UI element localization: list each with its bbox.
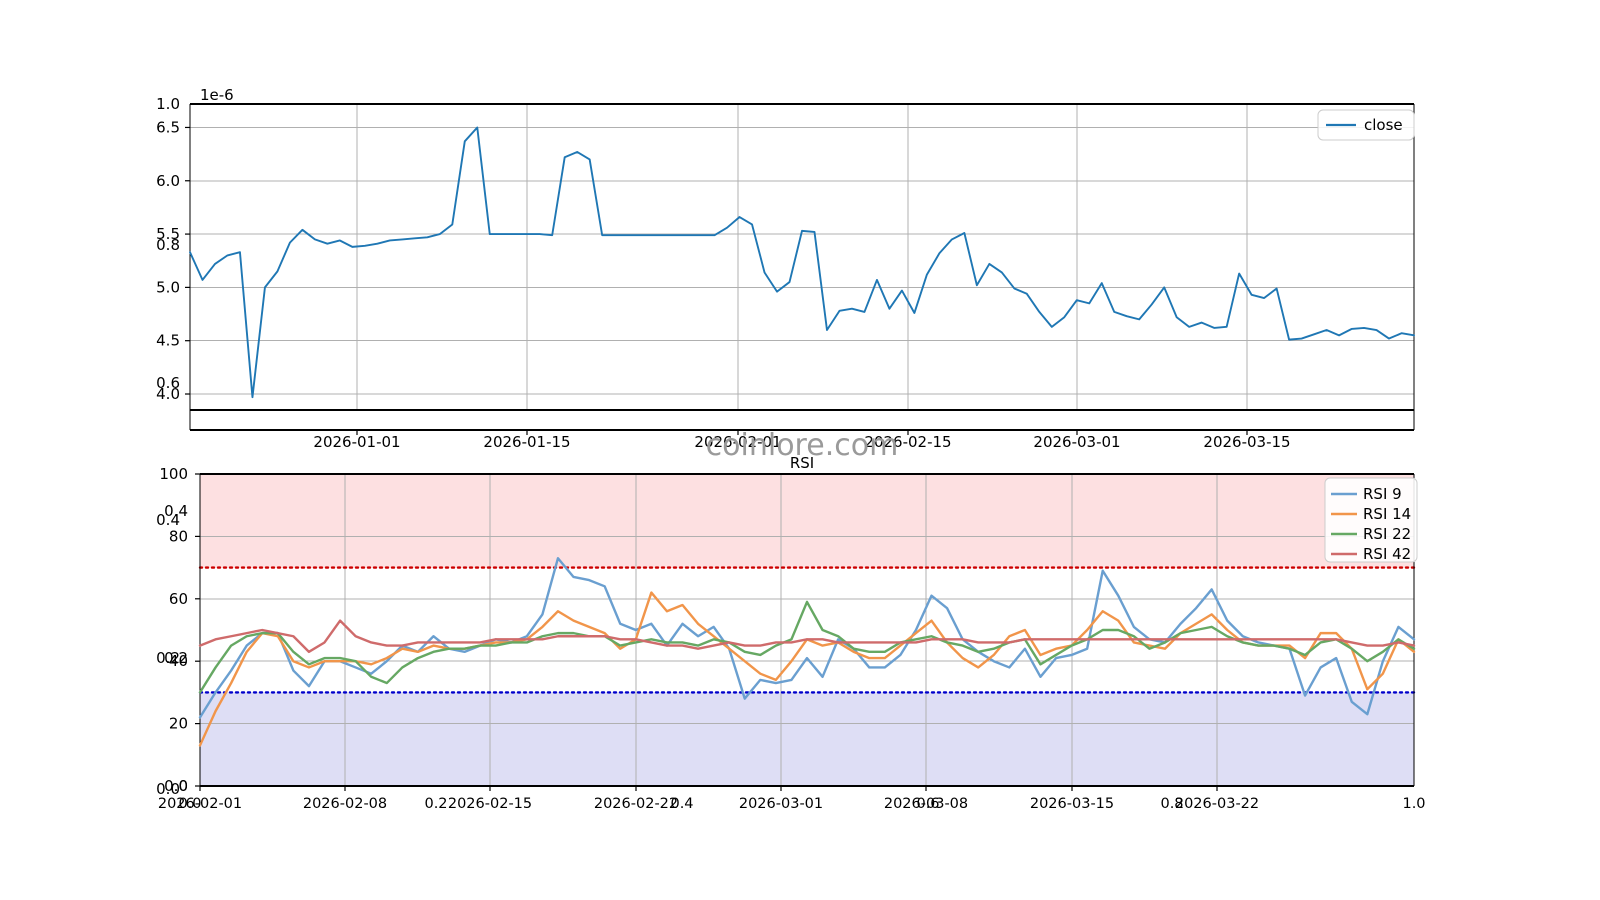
- rsi-line-rsi-22: [198, 600, 1416, 694]
- rsi-chart-title: RSI: [790, 454, 814, 472]
- price-ytick-label: 5.0: [156, 278, 180, 296]
- rsi-ytick-label: 0: [178, 777, 188, 795]
- rsi-xtick-label: 2026-02-15: [448, 796, 532, 812]
- price-chart-panel: 4.0 4.5 5.0 5.5 6.0 6.5 1.0 0.8 0.6 0.4 0.2 0.0 1e-6…: [156, 86, 1415, 798]
- rsi-ytick-label: 40: [169, 652, 188, 670]
- rsi-band-oversold: [200, 692, 1414, 786]
- rsi-ytick-label-overlay: 0.2: [164, 649, 188, 667]
- rsi-ytick-label: 100: [159, 465, 188, 483]
- rsi-xtick-label: 2026-02-22: [594, 796, 678, 812]
- rsi-xtick-label: 2026-02-01: [158, 796, 242, 812]
- price-xtick-label: 2026-01-01: [313, 433, 400, 451]
- rsi-xtick-label-overlay: 0.2: [424, 796, 447, 812]
- rsi-xtick-label-overlay: 0.8: [1160, 796, 1183, 812]
- price-xtick-label: 2026-02-15: [864, 433, 951, 451]
- rsi-legend-box: [1324, 477, 1418, 563]
- rsi-legend-label-rsi-22: RSI 22: [1363, 525, 1411, 543]
- price-ytick-label-overlay: 0.6: [156, 374, 180, 392]
- rsi-xtick-label: 2026-03-08: [884, 796, 968, 812]
- rsi-ytick-label-overlay: 0.0: [164, 777, 188, 795]
- rsi-ytick-label: 80: [169, 527, 188, 545]
- rsi-xtick-label-overlay: 0.0: [178, 796, 201, 812]
- rsi-xtick-label: 2026-03-22: [1175, 796, 1259, 812]
- price-ytick-label-overlay: 0.8: [156, 236, 180, 254]
- price-xtick-label: 2026-01-15: [483, 433, 570, 451]
- price-ytick-label: 4.5: [156, 332, 180, 350]
- rsi-xtick-label-overlay: 1.0: [1402, 796, 1425, 812]
- rsi-legend-label-rsi-14: RSI 14: [1363, 505, 1411, 523]
- price-ytick-label: 6.5: [156, 118, 180, 136]
- price-ytick-label: 6.0: [156, 172, 180, 190]
- price-xtick-label: 2026-02-01: [694, 433, 781, 451]
- rsi-xtick-label-overlay: 0.6: [916, 796, 939, 812]
- price-axis-offset-text: 1e-6: [200, 86, 234, 104]
- price-legend-label-close: close: [1364, 116, 1403, 134]
- rsi-legend-label-rsi-9: RSI 9: [1363, 485, 1402, 503]
- rsi-xtick-label-overlay: 0.4: [670, 796, 693, 812]
- rsi-ytick-label-overlay: 0.4: [164, 502, 188, 520]
- rsi-xtick-label: 2026-02-08: [303, 796, 387, 812]
- price-legend-box: [1317, 109, 1415, 141]
- price-xtick-label: 2026-03-01: [1033, 433, 1120, 451]
- price-line-close: [189, 126, 1415, 399]
- rsi-xtick-label: 2026-03-01: [739, 796, 823, 812]
- rsi-ytick-label: 60: [169, 590, 188, 608]
- rsi-xtick-label: 2026-03-15: [1030, 796, 1114, 812]
- price-ytick-label-overlay: 0.4: [156, 511, 180, 529]
- price-xtick-label: 2026-03-15: [1203, 433, 1290, 451]
- rsi-band-overbought: [200, 474, 1414, 568]
- price-ytick-label-overlay: 1.0: [156, 95, 180, 113]
- watermark-label: coinlore.com: [706, 428, 899, 463]
- rsi-line-rsi-42: [198, 619, 1416, 654]
- rsi-ytick-label: 20: [169, 715, 188, 733]
- price-ytick-label-overlay: 0.0: [156, 780, 180, 798]
- rsi-legend-label-rsi-42: RSI 42: [1363, 545, 1411, 563]
- price-ytick-label-overlay: 0.2: [156, 649, 180, 667]
- price-ytick-label: 5.5: [156, 225, 180, 243]
- price-ytick-label: 4.0: [156, 385, 180, 403]
